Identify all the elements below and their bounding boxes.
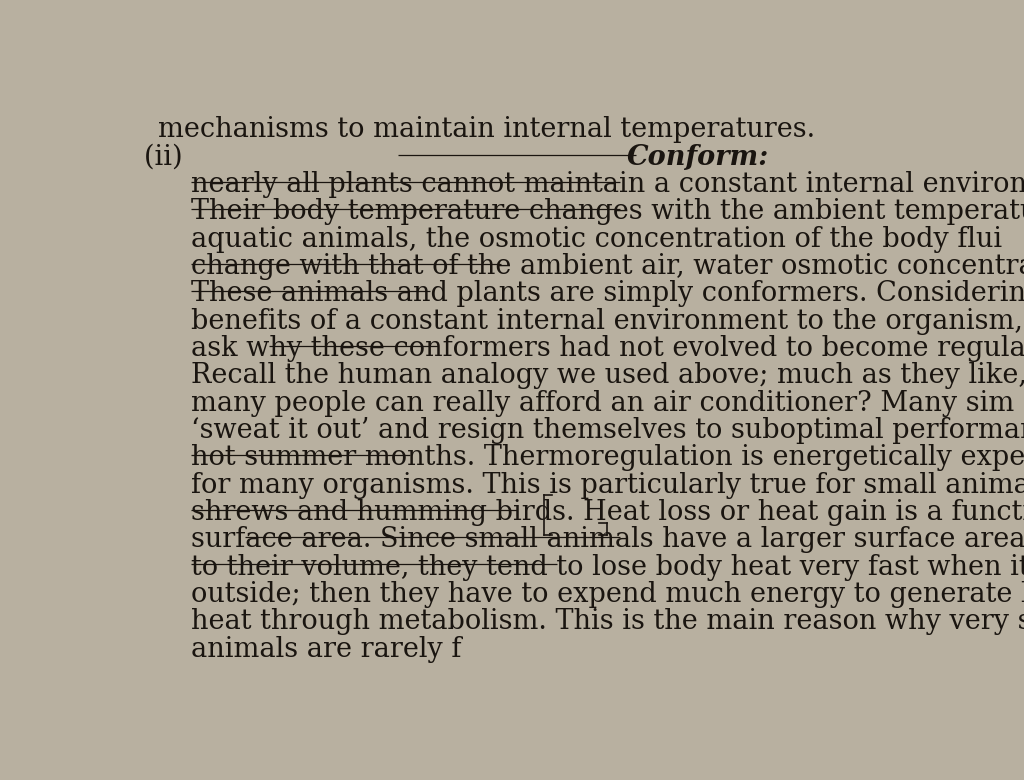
Text: hot summer months. Thermoregulation is energetically expens: hot summer months. Thermoregulation is e… — [191, 445, 1024, 471]
Text: ‘sweat it out’ and resign themselves to suboptimal performance: ‘sweat it out’ and resign themselves to … — [191, 417, 1024, 444]
Text: Recall the human analogy we used above; much as they like, h: Recall the human analogy we used above; … — [191, 363, 1024, 389]
Text: These animals and plants are simply conformers. Considering t: These animals and plants are simply conf… — [191, 280, 1024, 307]
Text: outside; then they have to expend much energy to generate b: outside; then they have to expend much e… — [191, 581, 1024, 608]
Text: for many organisms. This is particularly true for small animals l: for many organisms. This is particularly… — [191, 472, 1024, 498]
Text: many people can really afford an air conditioner? Many sim: many people can really afford an air con… — [191, 390, 1015, 417]
Text: heat through metabolism. This is the main reason why very sm: heat through metabolism. This is the mai… — [191, 608, 1024, 636]
Text: Conform:: Conform: — [627, 144, 769, 171]
Text: change with that of the ambient air, water osmotic concentrati: change with that of the ambient air, wat… — [191, 253, 1024, 280]
Text: Their body temperature changes with the ambient temperature.: Their body temperature changes with the … — [191, 198, 1024, 225]
Text: surface area. Since small animals have a larger surface area rela: surface area. Since small animals have a… — [191, 526, 1024, 553]
Text: animals are rarely f: animals are rarely f — [191, 636, 462, 663]
Text: mechanisms to maintain internal temperatures.: mechanisms to maintain internal temperat… — [158, 116, 815, 144]
Text: nearly all plants cannot maintain a constant internal environm: nearly all plants cannot maintain a cons… — [191, 171, 1024, 198]
Text: aquatic animals, the osmotic concentration of the body flui: aquatic animals, the osmotic concentrati… — [191, 225, 1002, 253]
Text: (ii): (ii) — [143, 144, 200, 171]
Text: shrews and humming birds. Heat loss or heat gain is a functio: shrews and humming birds. Heat loss or h… — [191, 499, 1024, 526]
Text: to their volume, they tend to lose body heat very fast when it is c: to their volume, they tend to lose body … — [191, 554, 1024, 580]
Text: ask why these conformers had not evolved to become regulato: ask why these conformers had not evolved… — [191, 335, 1024, 362]
Text: benefits of a constant internal environment to the organism, we m: benefits of a constant internal environm… — [191, 308, 1024, 335]
